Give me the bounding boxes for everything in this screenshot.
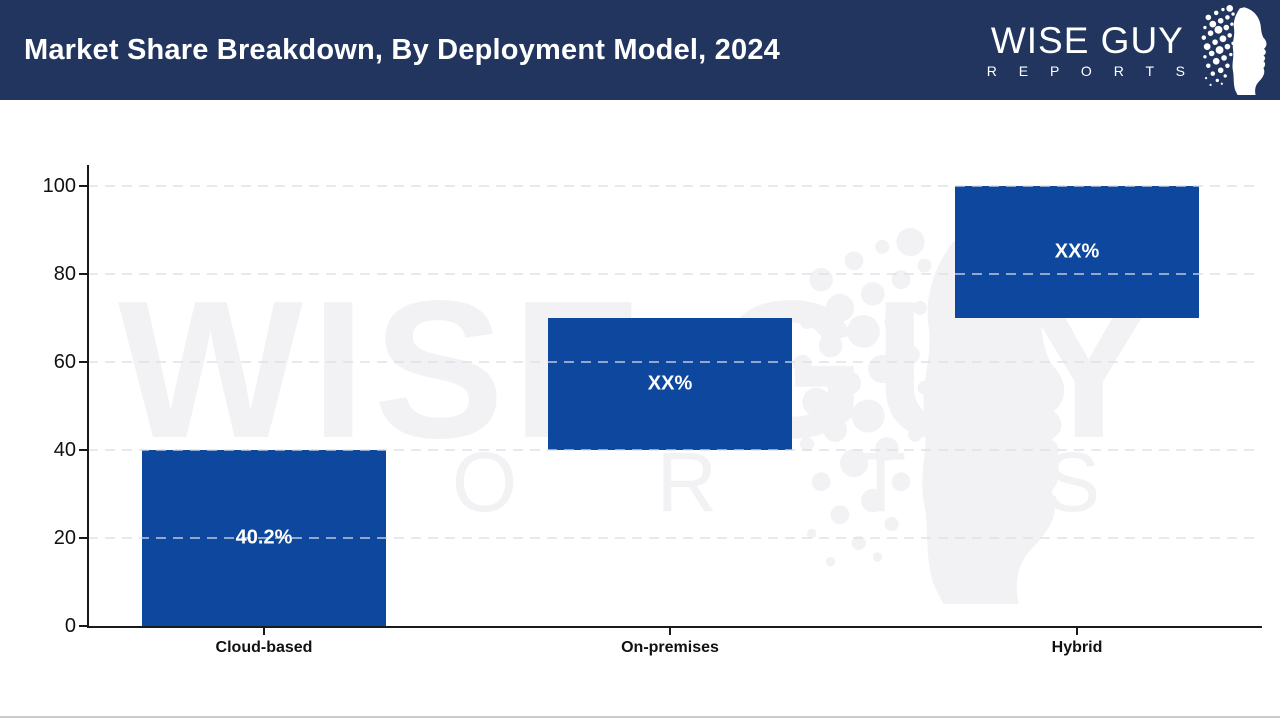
bottom-divider [0, 716, 1280, 718]
bar-on-premises [548, 318, 792, 450]
wiseguy-logo-text: WISE GUY R E P O R T S [981, 22, 1194, 79]
wiseguy-logo-tagline: R E P O R T S [986, 62, 1194, 79]
header-banner: Market Share Breakdown, By Deployment Mo… [0, 0, 1280, 100]
page-title: Market Share Breakdown, By Deployment Mo… [24, 33, 780, 66]
wiseguy-logo-name: WISE GUY [990, 19, 1184, 61]
bar-hybrid [955, 186, 1199, 318]
wiseguy-logo: WISE GUY R E P O R T S [981, 2, 1274, 98]
bar-cloud-based [142, 450, 386, 626]
